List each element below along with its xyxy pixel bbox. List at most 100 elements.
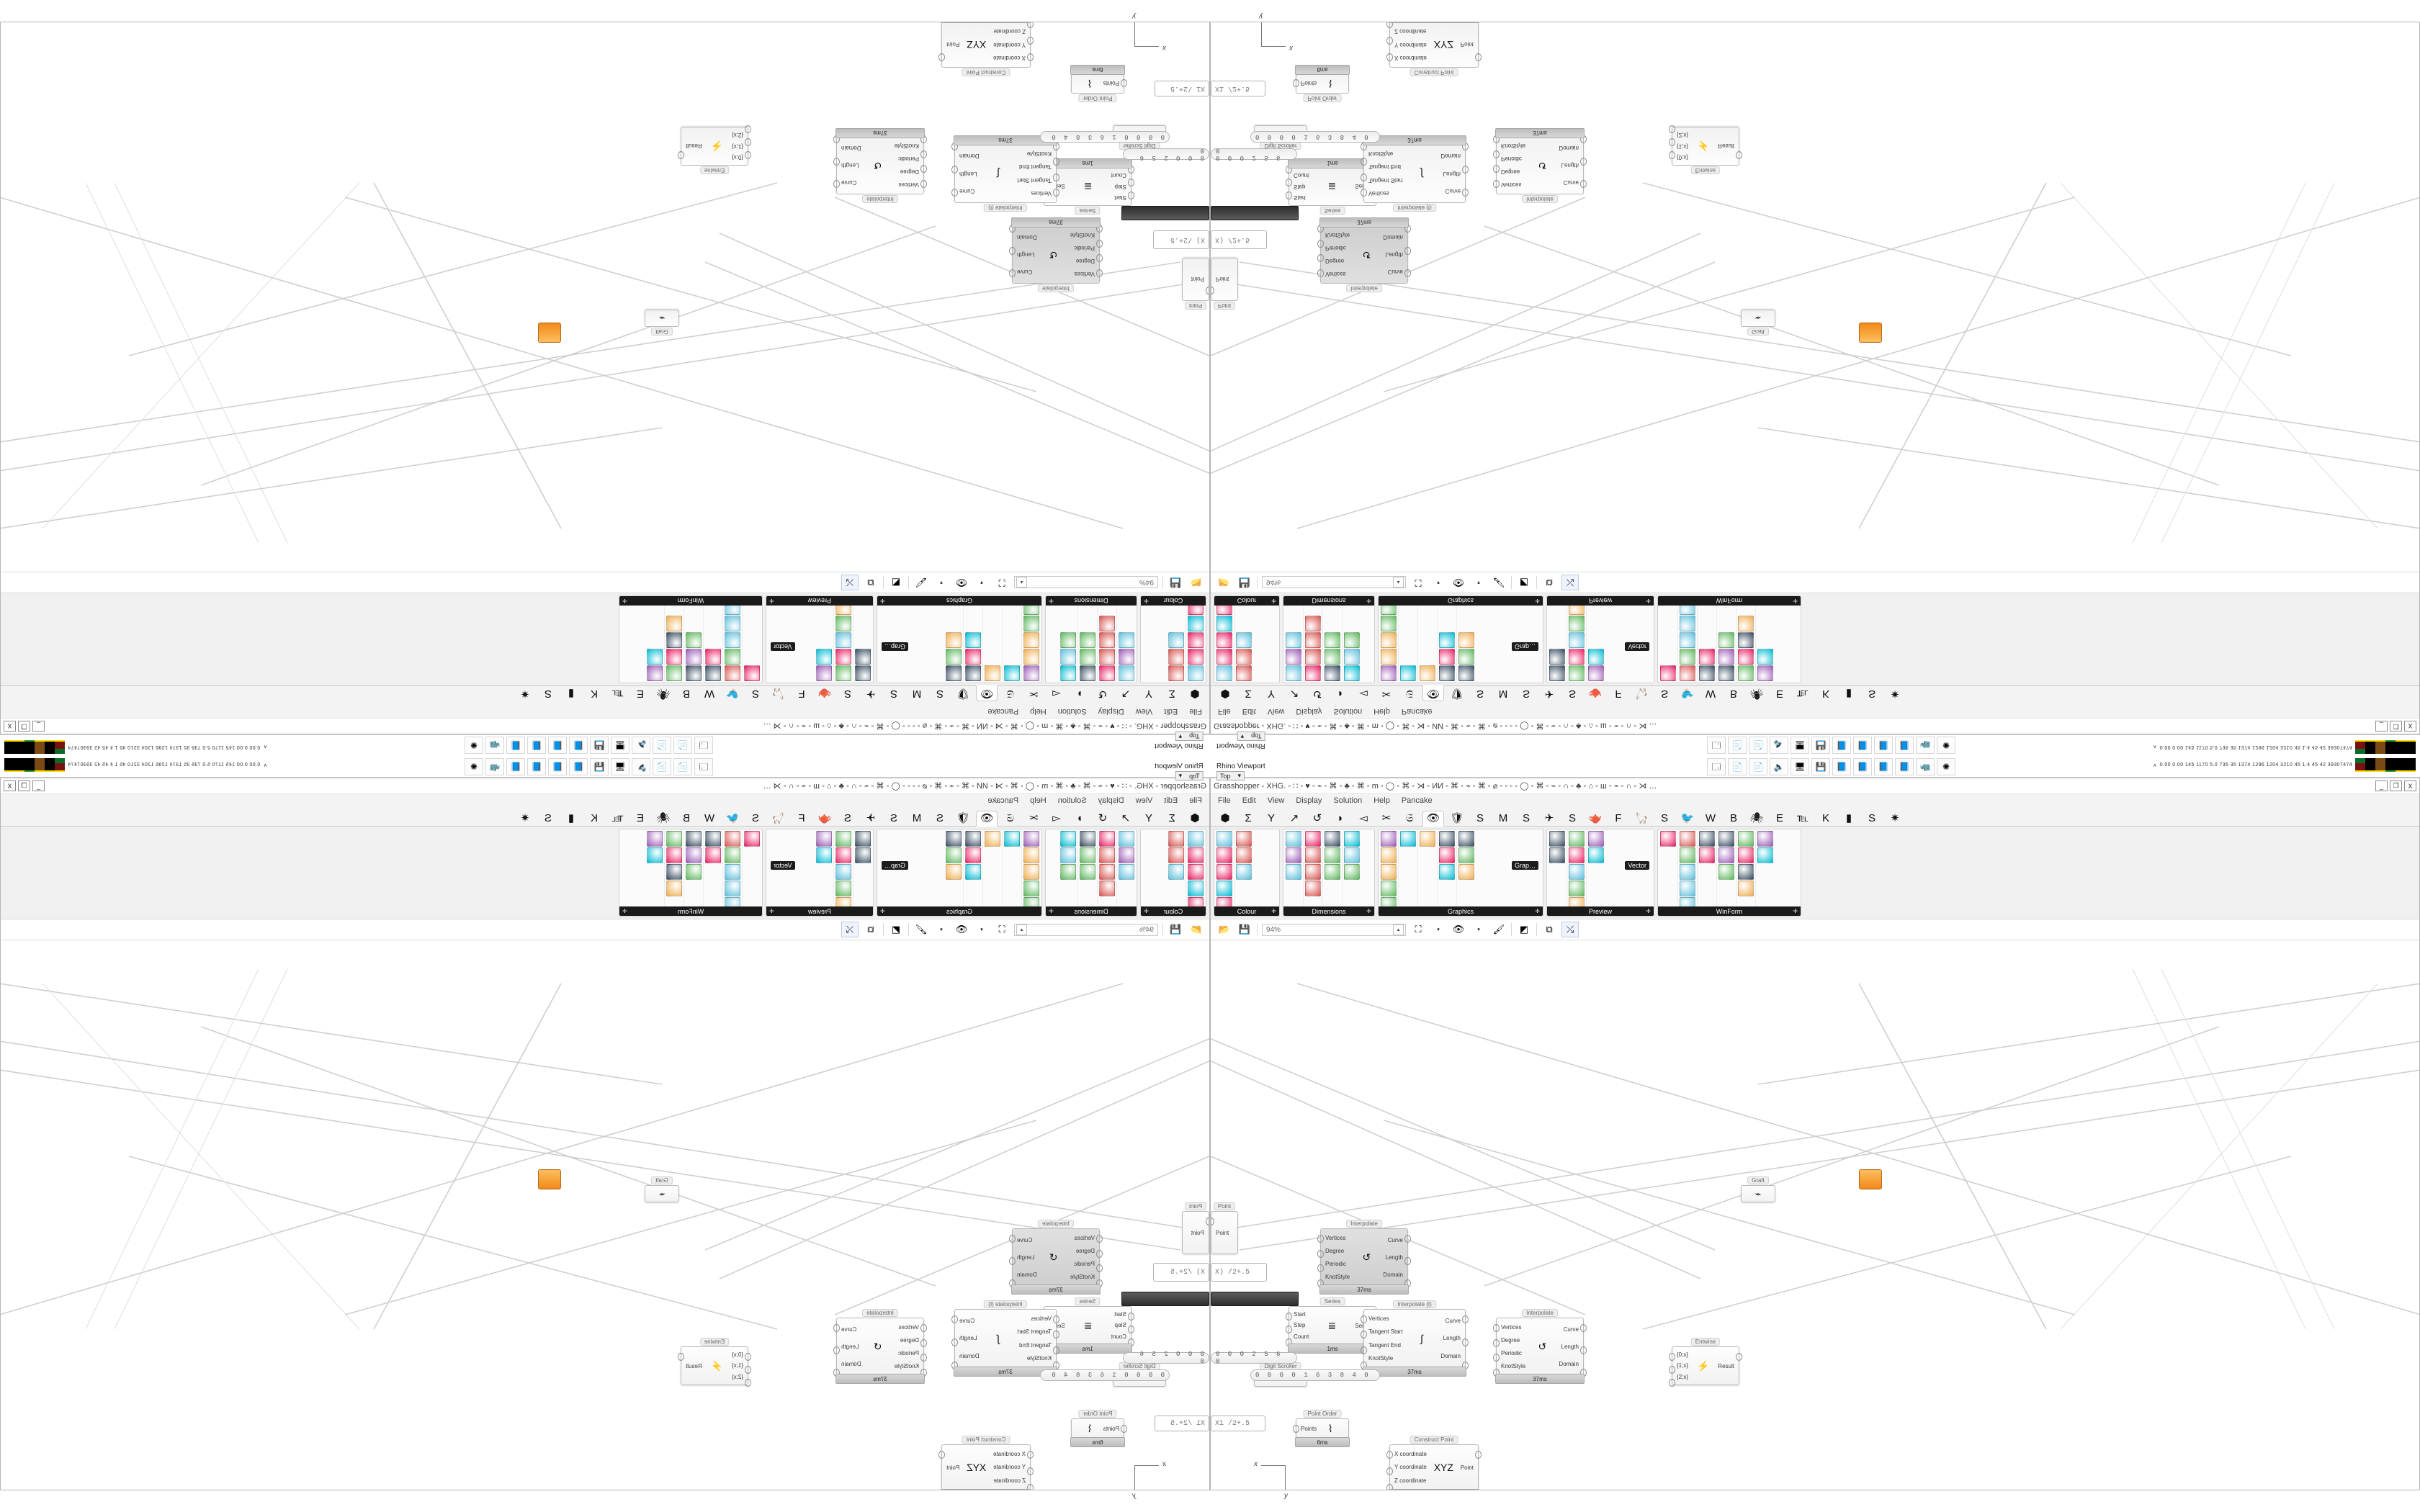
area-chart-icon[interactable] xyxy=(666,881,682,896)
pin-icon[interactable]: ✛ xyxy=(1646,598,1651,604)
colour-gradient-v-icon[interactable] xyxy=(1188,847,1204,863)
warning-node-icon[interactable] xyxy=(538,323,561,343)
node-input-port-label[interactable]: {2;x} xyxy=(1677,132,1689,139)
panel-group-colour[interactable]: Colour ✛ xyxy=(1140,829,1206,917)
output-port[interactable] xyxy=(951,1338,958,1346)
node-input-port-label[interactable]: Degree xyxy=(1325,258,1345,265)
range-icon[interactable] xyxy=(1738,847,1754,863)
output-port[interactable] xyxy=(1475,1451,1482,1459)
hatch-icon[interactable] xyxy=(744,665,760,681)
slider-steps[interactable]: 0 0 0 2 5 6 0 xyxy=(1211,147,1297,161)
notepad-icon[interactable]: 📘 xyxy=(1853,737,1872,755)
node-input-port-label[interactable]: Tangent Start xyxy=(1368,1328,1403,1336)
pin-icon[interactable]: ✛ xyxy=(1793,908,1798,914)
symbol-t-icon[interactable] xyxy=(1400,665,1416,681)
magenta-swatch-icon[interactable] xyxy=(1119,847,1134,863)
chevron-down-icon[interactable]: ▾ xyxy=(1437,580,1440,585)
thick-line-icon[interactable] xyxy=(1099,864,1115,880)
eye-icon[interactable]: 👁 xyxy=(955,924,968,935)
capsule-icon[interactable] xyxy=(965,649,981,665)
curve-vector-icon[interactable] xyxy=(1588,831,1604,847)
pin-icon[interactable]: ✛ xyxy=(1271,908,1276,914)
node-input-port-label[interactable]: Degree xyxy=(900,168,919,176)
chevron-up-icon[interactable]: ▴ xyxy=(1393,577,1404,588)
input-port[interactable] xyxy=(1128,179,1134,186)
pie-chart-icon[interactable] xyxy=(1738,831,1754,847)
pie-icon[interactable] xyxy=(946,847,962,863)
menu-item-file[interactable]: File xyxy=(1189,796,1202,805)
floppy-save-icon[interactable]: 💾 xyxy=(590,737,609,755)
preview-thumb-icon[interactable] xyxy=(1549,831,1565,847)
slider-digits[interactable]: 0 0 0 2 5 6 0 xyxy=(1137,147,1204,161)
node-input-port-label[interactable]: Degree xyxy=(1075,1247,1095,1254)
input-port[interactable] xyxy=(1053,1346,1059,1354)
input-port[interactable] xyxy=(1206,1218,1209,1225)
node-input-port-label[interactable]: KnotStyle xyxy=(1368,150,1394,157)
tab-b1[interactable]: B xyxy=(1729,688,1737,700)
input-port[interactable] xyxy=(1386,1484,1393,1490)
tab-e1[interactable]: E xyxy=(637,812,645,824)
tab-params[interactable]: ⬢ xyxy=(1220,688,1230,700)
heart-blue-icon[interactable] xyxy=(1569,616,1585,631)
notepad-icon[interactable]: 📘 xyxy=(1832,757,1851,775)
hsl-icon[interactable] xyxy=(1168,649,1184,665)
node-output-port-label[interactable]: Point xyxy=(1460,41,1474,48)
capsule-icon[interactable] xyxy=(965,847,981,863)
input-port[interactable] xyxy=(1493,150,1500,158)
node-input-port-label[interactable]: Vertices xyxy=(1368,190,1389,197)
input-port[interactable] xyxy=(1027,1467,1034,1475)
node-interpolate-t[interactable]: Interpolate (t) Vertices Tangent Start Tang… xyxy=(1361,1300,1469,1377)
legend-icon[interactable] xyxy=(1458,831,1474,847)
slider-count[interactable]: 0 0 0 0 1 6 3 8 4 0 xyxy=(1040,131,1170,143)
node-input-port-label[interactable]: Vertices xyxy=(1074,271,1095,278)
profiler-icon[interactable]: ◩ xyxy=(891,924,901,935)
tick-marks-icon[interactable] xyxy=(1099,616,1115,631)
menu-item-file[interactable]: File xyxy=(1218,796,1231,805)
warning-node-icon[interactable] xyxy=(1859,323,1882,343)
tab-lama[interactable]: 🦙 xyxy=(1634,812,1649,824)
tab-spider[interactable]: 🕷 xyxy=(1749,812,1764,824)
maximize-button[interactable]: ❐ xyxy=(18,780,30,791)
tab-w1[interactable]: W xyxy=(1705,688,1716,700)
panel-group-graphics[interactable]: Grap… Graphics ✛ xyxy=(877,595,1042,683)
tag-icon[interactable] xyxy=(1286,831,1301,847)
input-port[interactable] xyxy=(1293,1425,1299,1433)
dashed-circle-icon[interactable] xyxy=(1381,831,1397,847)
hsl-icon[interactable] xyxy=(1236,847,1252,863)
tab-vector[interactable]: ↗ xyxy=(1289,688,1299,700)
tab-vector[interactable]: ↗ xyxy=(1121,812,1131,824)
window-title-bar[interactable]: Grasshopper - XHG. ◦ ∷ ◦ ♥ ◦ ⌁ ◦ ⌘ ◦ ♣ ◦… xyxy=(1,718,1209,734)
input-port[interactable] xyxy=(1317,1249,1324,1258)
input-port[interactable] xyxy=(920,1324,927,1332)
node-input-port-label[interactable]: {1;x} xyxy=(731,1362,743,1369)
venn-icon[interactable] xyxy=(686,831,702,847)
colour-sphere-red-icon[interactable] xyxy=(1188,864,1204,880)
tab-teapot[interactable]: 🫖 xyxy=(1588,812,1603,824)
tab-mesh[interactable]: ◅ xyxy=(1052,812,1061,824)
tab-k1[interactable]: K xyxy=(591,688,599,700)
node-output-port-label[interactable]: Length xyxy=(959,1335,977,1342)
node-point[interactable]: Point Point xyxy=(1182,258,1209,310)
symbol-t-icon[interactable] xyxy=(1400,831,1416,847)
tab-mesh[interactable]: ◅ xyxy=(1052,688,1061,700)
tab-params[interactable]: ⬢ xyxy=(1190,812,1200,824)
node-input-port-label[interactable]: Periodic xyxy=(1501,1349,1522,1356)
landscape-icon[interactable] xyxy=(1569,632,1585,648)
ok-button-icon[interactable] xyxy=(725,847,740,863)
input-port[interactable] xyxy=(1386,1467,1393,1475)
output-port[interactable] xyxy=(1580,1346,1587,1354)
list-icon[interactable] xyxy=(666,632,682,648)
chevron-up-icon[interactable]: ▴ xyxy=(1393,924,1404,935)
window-icon[interactable]: 🗔 xyxy=(1707,737,1726,755)
tab-lama[interactable]: 🦙 xyxy=(771,688,786,700)
node-input-port-label[interactable]: Points xyxy=(1301,80,1317,87)
tab-spider[interactable]: 🕷 xyxy=(1749,688,1764,700)
menu-item-pancake[interactable]: Pancake xyxy=(1401,796,1433,805)
tab-blue[interactable]: ▮ xyxy=(568,688,575,700)
tab-s4[interactable]: S xyxy=(752,688,760,700)
node-input-port-label[interactable]: X coordinate xyxy=(1394,55,1427,62)
grasshopper-quadrant-bottom-right[interactable]: 🗔 📄 📄 🔈 🖥 💾 📘 📘 📘 📘 🦏 ✺ ∧ 0.00 0.00 145 1170 5.0 73… xyxy=(1210,756,2420,1512)
node-input-port-label[interactable]: Y coordinate xyxy=(1394,41,1427,48)
hsv-icon[interactable] xyxy=(1236,665,1252,681)
curve-vector-icon[interactable] xyxy=(1588,665,1604,681)
